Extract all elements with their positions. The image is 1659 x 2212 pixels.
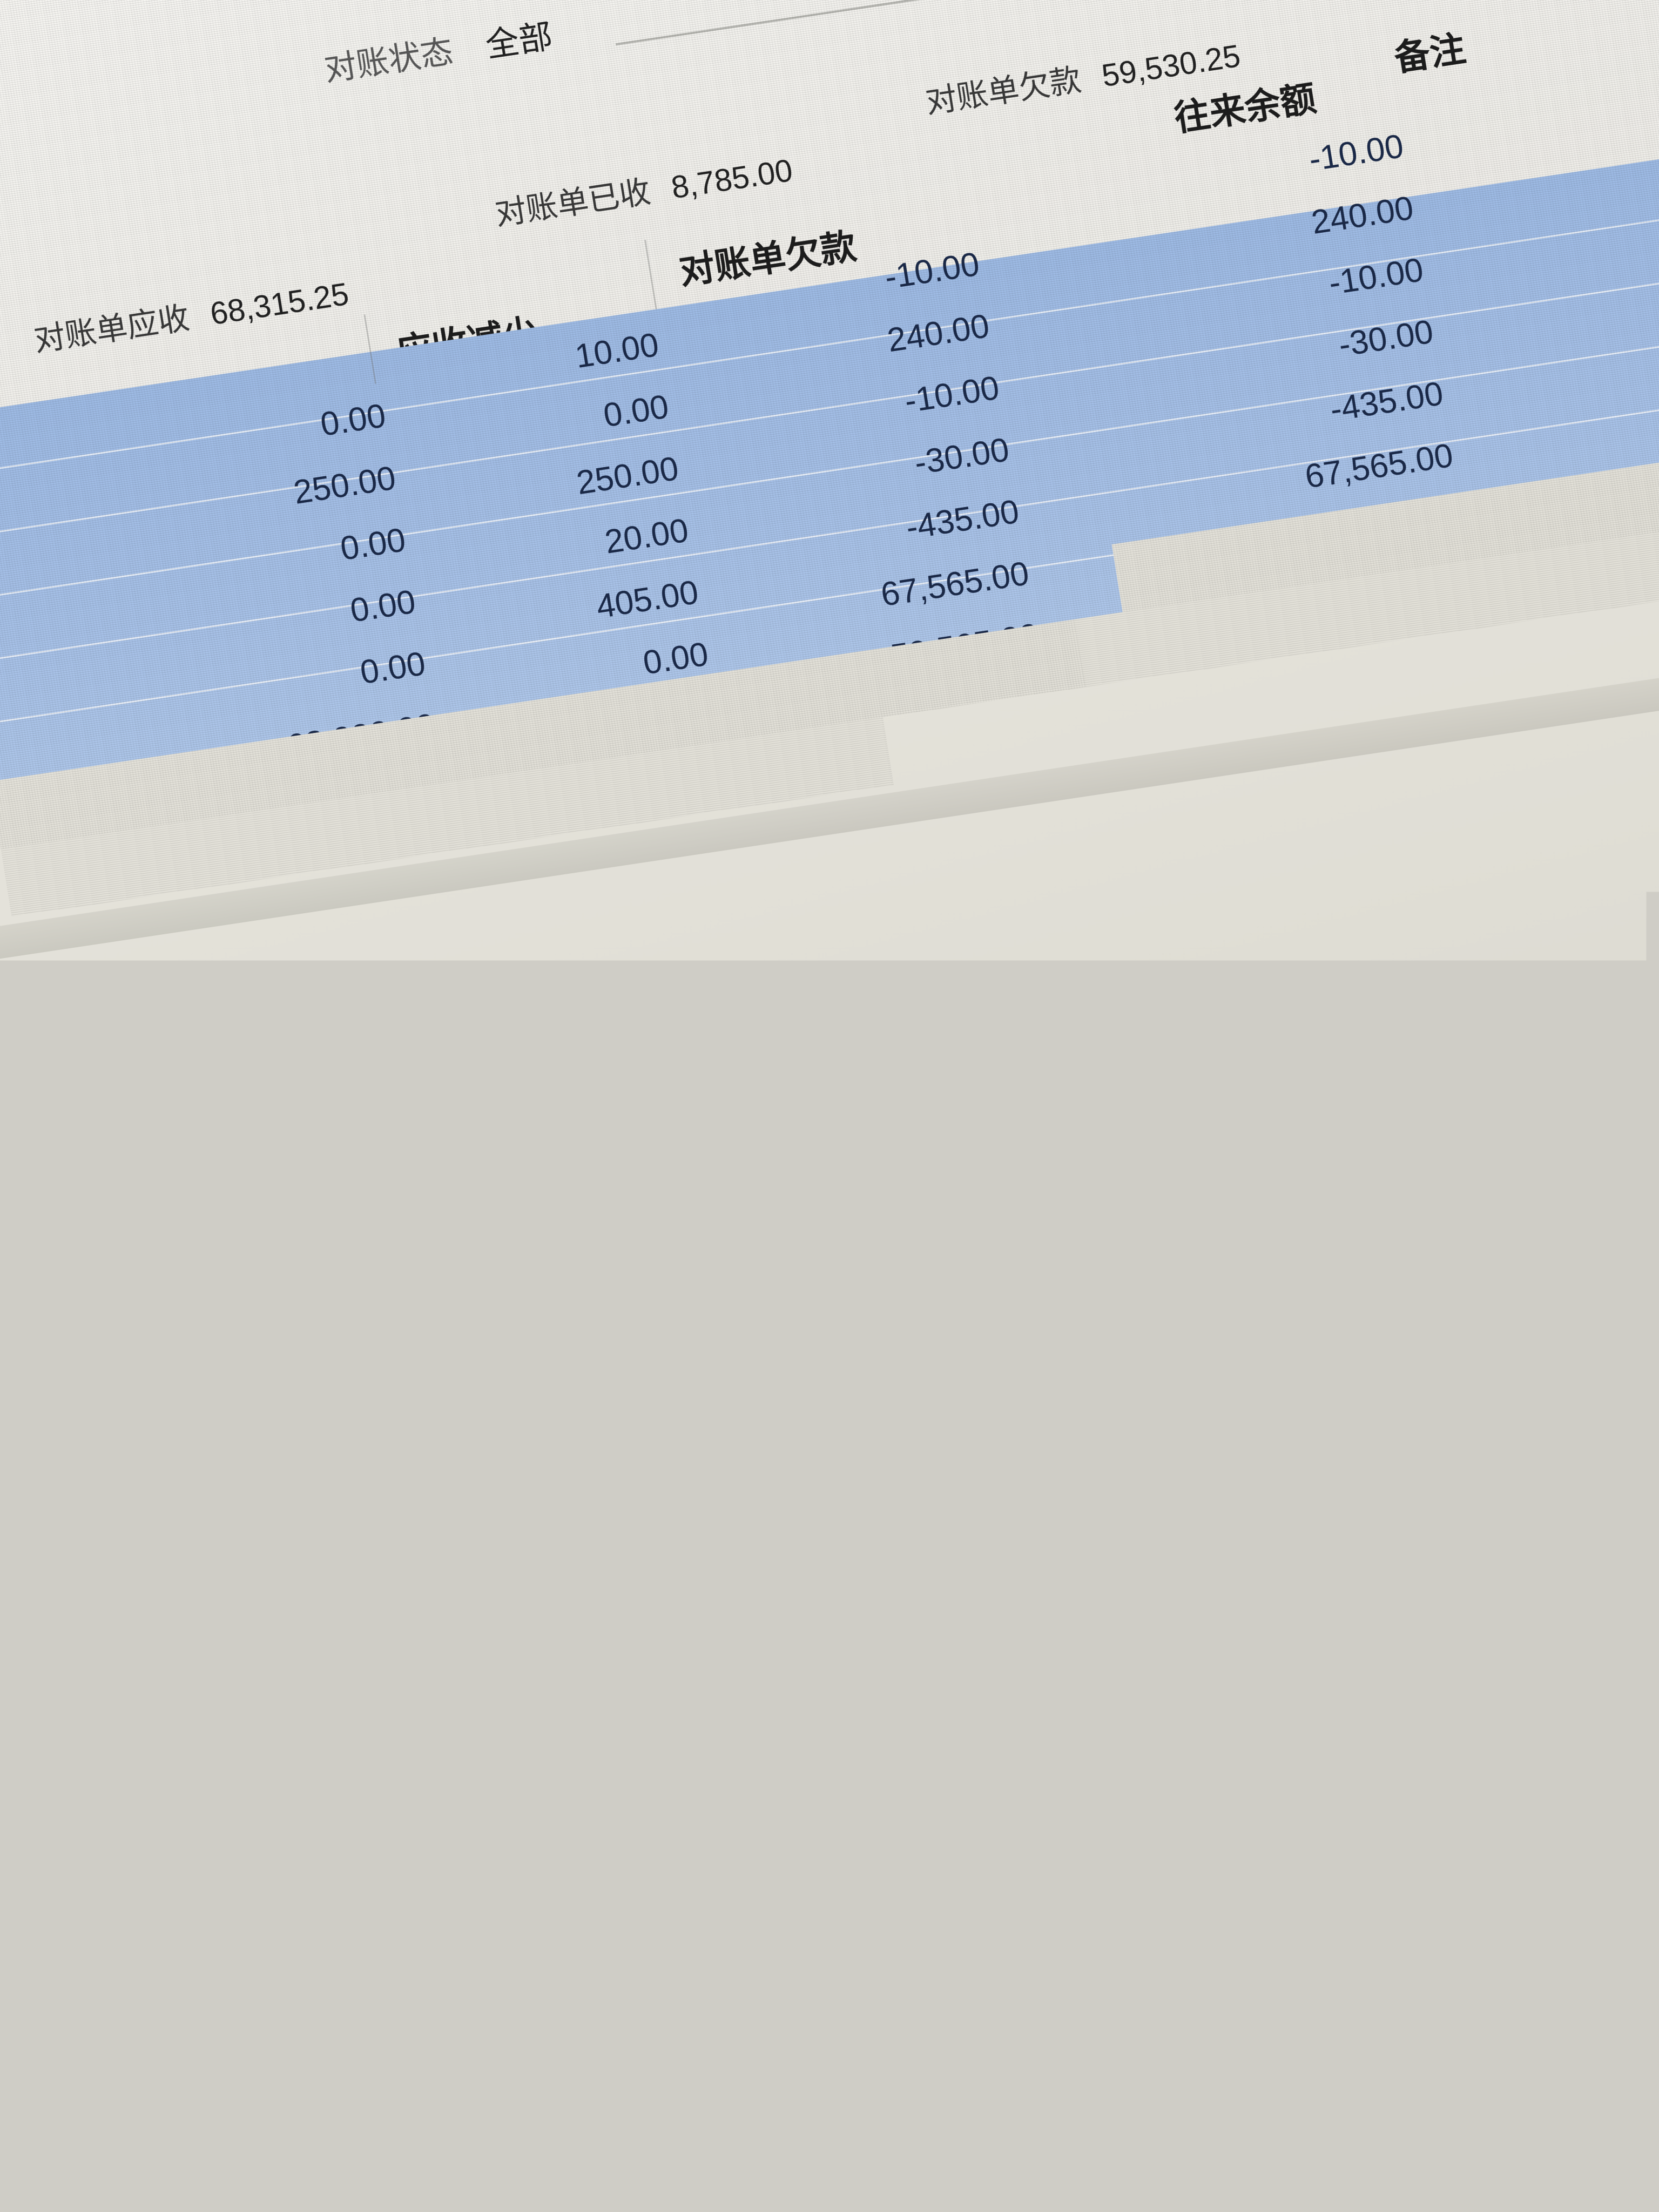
status-filter-value[interactable]: 全部 bbox=[482, 9, 556, 66]
monitor-panel: 只看未结清 对账状态 全部 对账单应收 68,315.25 对账单已 bbox=[0, 0, 1659, 1404]
screenshot-scene: 只看未结清 对账状态 全部 对账单应收 68,315.25 对账单已 bbox=[0, 0, 1659, 2212]
status-filter[interactable]: 对账状态 全部 bbox=[320, 9, 556, 91]
statement-table: 应收增加 应收减少 对账单欠款 往来余额 备注 bbox=[14, 45, 1659, 312]
status-filter-underline bbox=[616, 0, 1139, 45]
summary-arrears-label: 对账单欠款 bbox=[922, 54, 1084, 122]
status-filter-label: 对账状态 bbox=[320, 25, 456, 91]
column-header-remark[interactable]: 备注 bbox=[1390, 19, 1469, 81]
clipped-fragment: 75 bbox=[25, 999, 67, 1041]
screen-surface: 只看未结清 对账状态 全部 对账单应收 68,315.25 对账单已 bbox=[0, 0, 1659, 1404]
